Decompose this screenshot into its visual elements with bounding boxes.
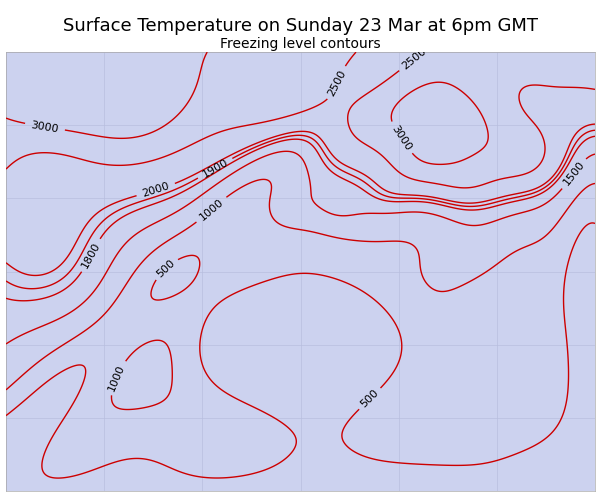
Text: 500: 500 xyxy=(154,257,177,279)
Text: 2500: 2500 xyxy=(400,46,429,71)
Text: 3000: 3000 xyxy=(389,124,413,152)
Text: 2500: 2500 xyxy=(326,68,348,98)
Text: Freezing level contours: Freezing level contours xyxy=(220,37,381,51)
Text: 1000: 1000 xyxy=(106,363,126,392)
Text: 500: 500 xyxy=(359,388,381,410)
Text: 1900: 1900 xyxy=(200,157,230,180)
Text: 3000: 3000 xyxy=(30,120,59,134)
Text: 1800: 1800 xyxy=(80,241,102,270)
Text: 1000: 1000 xyxy=(198,197,225,222)
Text: 2000: 2000 xyxy=(141,181,171,199)
Text: 1500: 1500 xyxy=(561,159,587,187)
Text: Surface Temperature on Sunday 23 Mar at 6pm GMT: Surface Temperature on Sunday 23 Mar at … xyxy=(63,17,538,35)
